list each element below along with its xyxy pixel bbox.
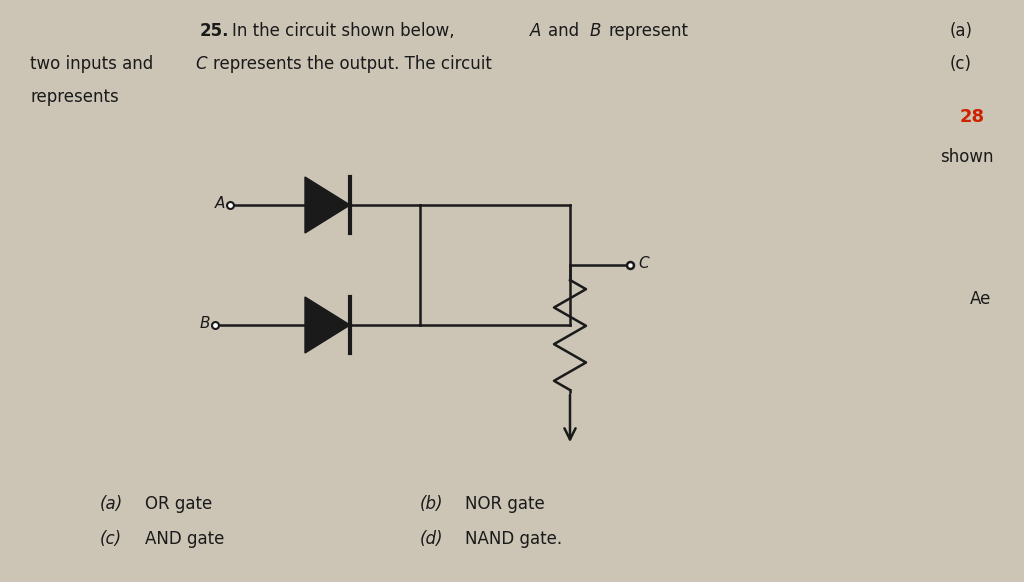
Text: two inputs and: two inputs and — [30, 55, 154, 73]
Text: NOR gate: NOR gate — [465, 495, 545, 513]
Text: represents: represents — [30, 88, 119, 106]
Text: represent: represent — [608, 22, 688, 40]
Text: (c): (c) — [100, 530, 122, 548]
Text: OR gate: OR gate — [145, 495, 212, 513]
Text: C: C — [638, 255, 648, 271]
Text: and: and — [548, 22, 580, 40]
Polygon shape — [305, 177, 350, 233]
Text: A: A — [530, 22, 542, 40]
Polygon shape — [305, 297, 350, 353]
Text: (c): (c) — [950, 55, 972, 73]
Text: 28: 28 — [961, 108, 985, 126]
Text: (b): (b) — [420, 495, 443, 513]
Text: AND gate: AND gate — [145, 530, 224, 548]
Text: represents the output. The circuit: represents the output. The circuit — [213, 55, 492, 73]
Text: (a): (a) — [950, 22, 973, 40]
Text: In the circuit shown below,: In the circuit shown below, — [232, 22, 455, 40]
Text: C: C — [195, 55, 207, 73]
Text: B: B — [200, 315, 210, 331]
Text: NAND gate.: NAND gate. — [465, 530, 562, 548]
Text: Ae: Ae — [970, 290, 991, 308]
Text: A: A — [215, 196, 225, 211]
Text: B: B — [590, 22, 601, 40]
Text: shown: shown — [940, 148, 993, 166]
Text: (d): (d) — [420, 530, 443, 548]
Text: (a): (a) — [100, 495, 123, 513]
Text: 25.: 25. — [200, 22, 229, 40]
